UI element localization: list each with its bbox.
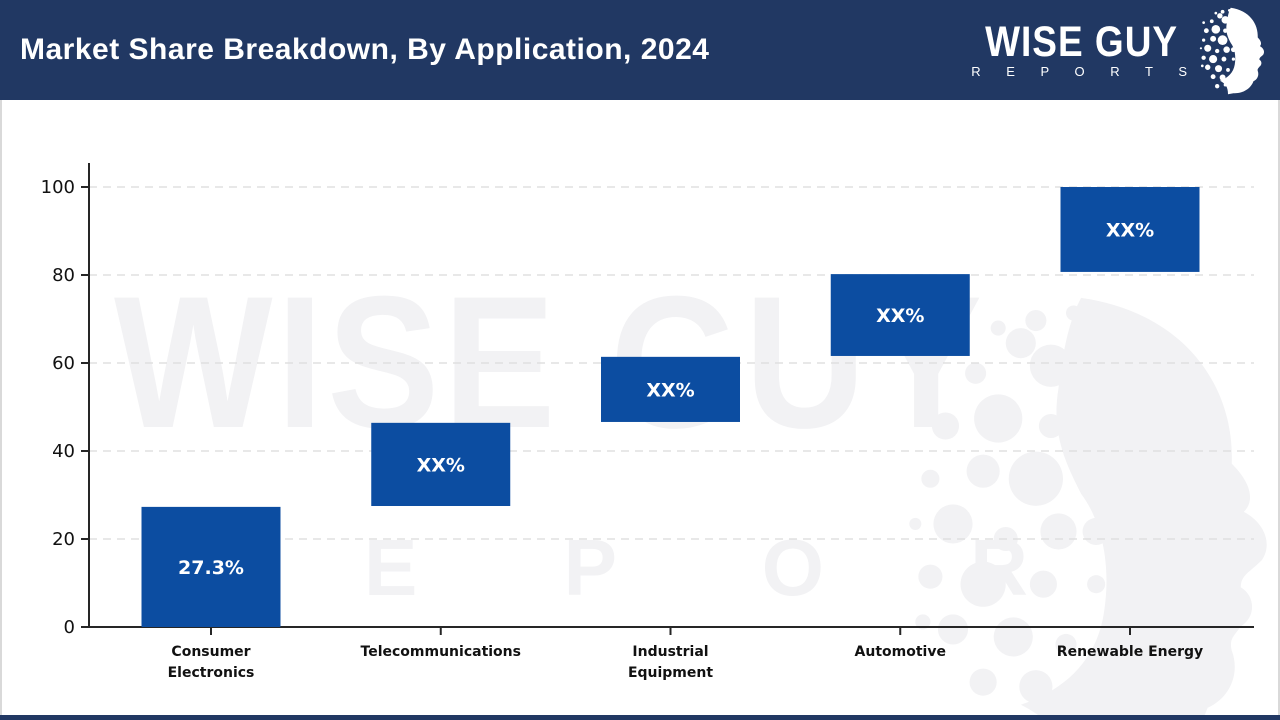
x-tick-label: Automotive [855, 644, 946, 660]
bar [830, 274, 970, 356]
y-tick-label: 80 [52, 265, 75, 286]
x-tick-label: Telecommunications [361, 644, 521, 660]
bar [1060, 187, 1200, 272]
y-tick-label: 60 [52, 353, 75, 374]
bar-label: XX% [876, 305, 924, 327]
bar-label: 27.3% [178, 557, 244, 579]
page-title: Market Share Breakdown, By Application, … [20, 33, 710, 66]
logo-name: WISE GUY [985, 17, 1179, 66]
bar [371, 422, 511, 506]
x-tick-label: Industrial Equipment [628, 644, 713, 681]
x-tick-label: Renewable Energy [1057, 644, 1203, 660]
y-tick-label: 0 [64, 617, 75, 638]
logo-subtitle: R E P O R T S [971, 64, 1198, 79]
bar-label: XX% [1106, 219, 1154, 241]
bar [141, 506, 281, 627]
header: Market Share Breakdown, By Application, … [0, 0, 1280, 100]
y-tick-label: 100 [41, 177, 75, 198]
footer-bar [0, 715, 1280, 720]
bar-label: XX% [646, 379, 694, 401]
bar-label: XX% [417, 454, 465, 476]
wiseguy-logo: WISE GUY R E P O R T S [965, 4, 1272, 98]
bar [601, 356, 740, 422]
y-tick-label: 40 [52, 441, 75, 462]
y-tick-label: 20 [52, 529, 75, 550]
x-tick-label: Consumer Electronics [168, 644, 255, 681]
